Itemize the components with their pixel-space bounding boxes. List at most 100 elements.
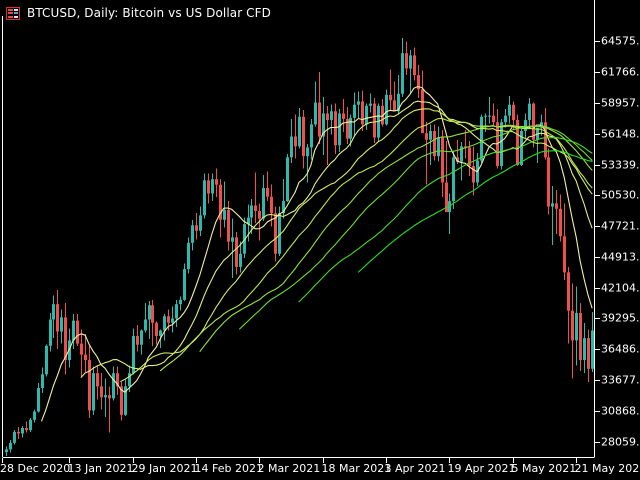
candle-body-bull xyxy=(524,120,527,131)
candle-body-bull xyxy=(452,157,455,202)
candle-body-bull xyxy=(357,101,360,105)
candle-body-bear xyxy=(219,184,222,220)
candle-body-bull xyxy=(175,304,178,319)
candle-body-bear xyxy=(76,320,79,344)
chart-header: BTCUSD, Daily: Bitcoin vs US Dollar CFD xyxy=(0,0,271,26)
ma-line-50 xyxy=(199,124,593,352)
candle-body-bull xyxy=(369,103,372,106)
candle-body-bull xyxy=(247,217,250,225)
candle-body-bull xyxy=(540,122,543,128)
candle-body-bull xyxy=(132,335,135,374)
x-axis-label: 14 Feb 2021 xyxy=(195,462,263,475)
y-axis-label: 44913.00 xyxy=(601,251,640,264)
candle-body-bear xyxy=(555,203,558,209)
candle-body-bear xyxy=(472,166,475,183)
candle-body-bull xyxy=(187,242,190,270)
candle-body-bull xyxy=(460,146,463,162)
candle-body-bull xyxy=(13,431,16,443)
candle-body-bear xyxy=(151,305,154,323)
candle-body-bull xyxy=(5,449,8,453)
candle-body-bull xyxy=(239,253,242,267)
candle-body-bear xyxy=(571,310,574,341)
candle-body-bear xyxy=(421,89,424,134)
candle-body-bear xyxy=(468,147,471,167)
candle-body-bull xyxy=(52,304,55,320)
candle-body-bull xyxy=(223,209,226,220)
y-axis-label: 50530.80 xyxy=(601,189,640,202)
y-axis-label: 30868.50 xyxy=(601,405,640,418)
candle-body-bull xyxy=(41,374,44,389)
candle-body-bear xyxy=(373,103,376,138)
candle-body-bear xyxy=(155,322,158,336)
candle-body-bull xyxy=(282,201,285,214)
y-axis-label: 53339.70 xyxy=(601,159,640,172)
ma-line-10 xyxy=(41,86,593,422)
candle-body-bull xyxy=(21,428,24,434)
candle-body-bull xyxy=(104,395,107,398)
candle-body-bear xyxy=(96,373,99,387)
candle-body-bear xyxy=(393,100,396,112)
ma-line-75 xyxy=(298,137,593,303)
y-axis-label: 47721.90 xyxy=(601,220,640,233)
candle-body-bear xyxy=(100,386,103,398)
x-axis-label: 19 Apr 2021 xyxy=(448,462,516,475)
candle-body-bear xyxy=(405,53,408,69)
candle-body-bear xyxy=(389,94,392,101)
candle-body-bull xyxy=(314,102,317,125)
candle-body-bear xyxy=(547,157,550,207)
candle-body-bull xyxy=(429,130,432,140)
candle-body-bull xyxy=(338,113,341,146)
x-axis-label: 28 Dec 2020 xyxy=(0,462,70,475)
candle-body-bull xyxy=(33,411,36,420)
candle-body-bull xyxy=(528,103,531,121)
candle-body-bull xyxy=(500,122,503,167)
candle-body-bull xyxy=(199,215,202,231)
candle-body-bull xyxy=(330,111,333,121)
x-axis-label: 5 May 2021 xyxy=(512,462,577,475)
candle-body-bear xyxy=(579,312,582,361)
y-axis-label: 58957.50 xyxy=(601,97,640,110)
symbol-table-icon xyxy=(6,6,20,20)
candle-body-bear xyxy=(215,179,218,185)
candle-body-bull xyxy=(124,386,127,415)
candle-body-bear xyxy=(544,122,547,158)
candle-body-bear xyxy=(456,157,459,162)
candle-body-bear xyxy=(266,187,269,197)
candle-body-bull xyxy=(159,330,162,336)
candle-body-bear xyxy=(334,111,337,146)
candle-body-bear xyxy=(381,105,384,125)
candle-body-bear xyxy=(274,213,277,254)
candle-body-bull xyxy=(9,442,12,450)
candle-body-bull xyxy=(520,130,523,165)
candle-body-bull xyxy=(49,319,52,346)
candle-body-bear xyxy=(445,182,448,213)
candle-body-bull xyxy=(488,115,491,117)
candle-body-bull xyxy=(112,373,115,399)
y-axis-label: 56148.60 xyxy=(601,128,640,141)
candle-body-bear xyxy=(167,316,170,323)
candle-body-bear xyxy=(64,317,67,361)
candle-body-bear xyxy=(492,115,495,123)
candle-body-bull xyxy=(365,105,368,125)
candle-body-bull xyxy=(290,136,293,158)
candle-body-bear xyxy=(587,338,590,369)
ma-line-60 xyxy=(239,125,593,330)
candle-body-bear xyxy=(254,205,257,212)
candle-body-bull xyxy=(163,316,166,331)
x-axis-label: 18 Mar 2021 xyxy=(322,462,392,475)
y-axis-label: 36486.30 xyxy=(601,343,640,356)
candle-body-bear xyxy=(227,209,230,242)
candle-body-bear xyxy=(433,130,436,157)
x-axis-label: 21 May 2021 xyxy=(575,462,640,475)
candle-body-bull xyxy=(508,104,511,116)
candle-body-bull xyxy=(551,203,554,207)
candle-body-bear xyxy=(318,102,321,137)
candle-body-bear xyxy=(136,335,139,345)
candle-body-bear xyxy=(25,428,28,431)
ma-line-40 xyxy=(159,117,593,372)
candle-body-bear xyxy=(56,304,59,332)
candle-body-bear xyxy=(270,196,273,214)
candle-body-bull xyxy=(171,318,174,323)
